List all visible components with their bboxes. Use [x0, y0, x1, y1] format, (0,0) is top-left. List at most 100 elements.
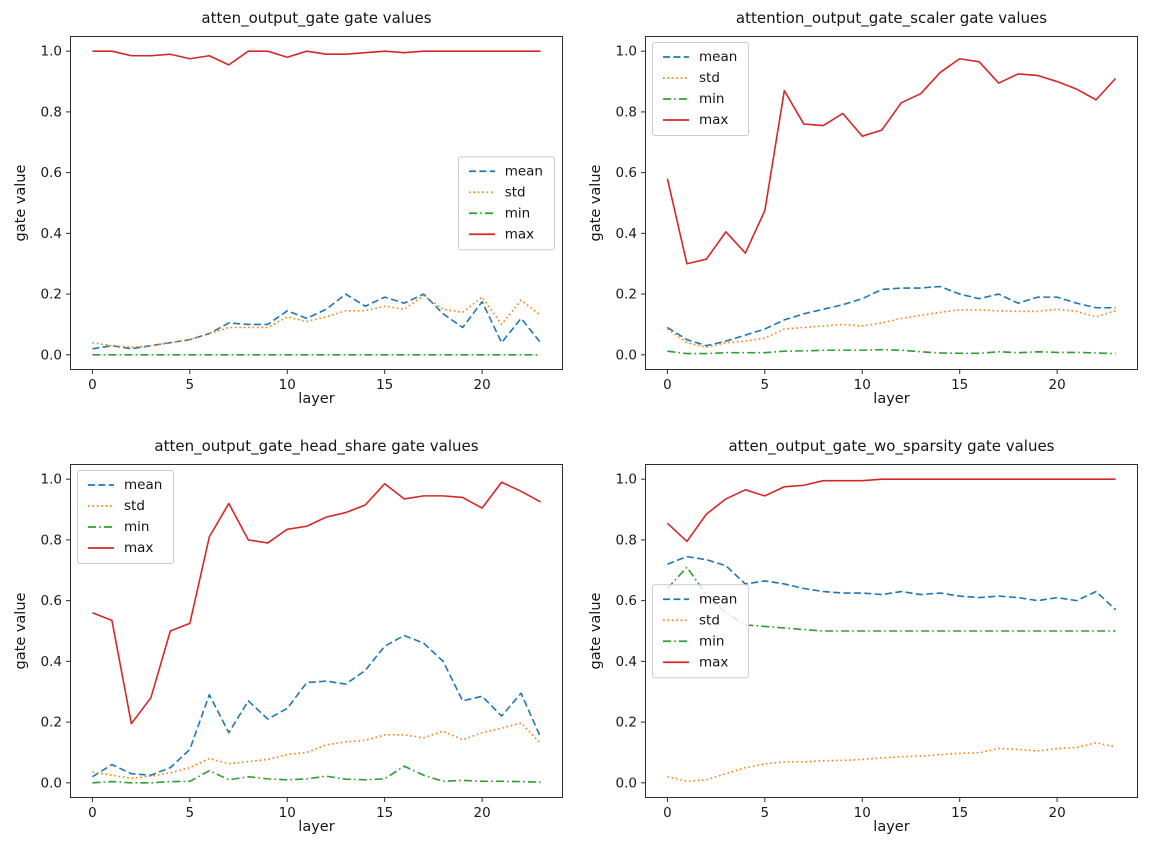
legend-label: mean — [124, 477, 163, 493]
legend-item-min: min — [662, 633, 737, 650]
legend-label: min — [504, 205, 531, 221]
std-line-sample — [88, 505, 114, 508]
min-line-sample — [663, 640, 689, 643]
series-min-line — [92, 765, 541, 784]
axes-frame — [70, 36, 563, 370]
chart-title: atten_output_gate_head_share gate values — [154, 437, 479, 455]
min-line-sample — [663, 98, 689, 101]
std-line-sample — [663, 619, 689, 622]
y-tick-label: 0.8 — [616, 104, 637, 120]
x-tick-label: 5 — [186, 805, 195, 821]
x-tick-label: 20 — [1049, 805, 1066, 821]
y-tick-label: 1.0 — [41, 44, 62, 60]
plot-area: 0 5 10 15 20 0.0 0.2 0.4 0.6 0.8 1.0 — [41, 36, 563, 393]
legend-label: min — [699, 90, 725, 107]
plot-area: 0 5 10 15 20 0.0 0.2 0.4 0.6 0.8 1.0 — [616, 464, 1138, 821]
chart-title: atten_output_gate gate values — [201, 9, 432, 27]
x-tick-label: 0 — [88, 377, 97, 393]
series-max-line — [666, 478, 1116, 543]
series-mean-line — [667, 555, 1117, 611]
mean-line-sample — [663, 56, 689, 59]
subplot-atten-output-gate-head-share: 0 5 10 15 20 0.0 0.2 0.4 0.6 0.8 1.0 atten_output_… — [0, 428, 575, 856]
legend-item-min: min — [87, 519, 162, 536]
legend-label: mean — [699, 591, 738, 608]
legend-label: min — [124, 518, 150, 535]
legend-item-min: min — [662, 91, 737, 108]
x-tick-label: 0 — [663, 805, 672, 821]
legend-label: mean — [699, 49, 738, 65]
y-tick-label: 0.8 — [616, 532, 637, 548]
legend-item-max: max — [662, 654, 737, 671]
axes-frame — [645, 464, 1138, 798]
legend-label: max — [699, 653, 729, 670]
y-tick-label: 0.8 — [41, 532, 62, 548]
subplot-attention-output-gate-scaler: 0 5 10 15 20 0.0 0.2 0.4 0.6 0.8 1.0 attention_out… — [575, 0, 1150, 428]
chart-title: attention_output_gate_scaler gate values — [735, 9, 1048, 27]
series-std-line — [92, 294, 542, 349]
x-tick-label: 10 — [854, 377, 871, 393]
axes-frame — [70, 464, 563, 798]
x-tick-label: 5 — [186, 377, 195, 393]
x-axis-label: layer — [298, 391, 335, 407]
legend-item-std: std — [87, 498, 162, 515]
x-tick-label: 15 — [951, 377, 968, 393]
mean-line-sample — [663, 598, 689, 601]
legend-item-max: max — [662, 112, 737, 129]
legend: mean std min max — [77, 470, 175, 564]
y-tick-label: 0.4 — [41, 654, 62, 670]
y-axis-label: gate value — [588, 164, 604, 242]
legend-item-mean: mean — [87, 477, 162, 494]
legend-label: std — [124, 497, 145, 514]
x-tick-label: 15 — [376, 377, 393, 393]
legend: mean std min max — [652, 42, 750, 136]
legend-label: max — [124, 539, 154, 556]
series-std-line — [667, 741, 1116, 783]
legend-label: std — [504, 184, 526, 201]
y-tick-label: 0.2 — [616, 287, 637, 303]
min-line-sample — [88, 526, 114, 529]
y-tick-label: 0.4 — [616, 654, 637, 670]
series-max-line — [92, 481, 541, 725]
x-tick-label: 5 — [761, 377, 770, 393]
mean-line-sample — [88, 484, 114, 487]
min-line-sample — [468, 212, 495, 215]
y-axis-label: gate value — [13, 164, 29, 242]
y-tick-label: 0.8 — [41, 104, 62, 120]
x-tick-label: 0 — [663, 377, 672, 393]
series-max-line — [666, 57, 1117, 265]
subplot-atten-output-gate: 0 5 10 15 20 0.0 0.2 0.4 0.6 0.8 1.0 atten_output_… — [0, 0, 575, 428]
legend-item-std: std — [662, 70, 737, 87]
x-tick-label: 15 — [376, 805, 393, 821]
plot-area: 0 5 10 15 20 0.0 0.2 0.4 0.6 0.8 1.0 — [41, 464, 563, 821]
y-tick-label: 0.6 — [616, 593, 637, 609]
x-tick-label: 10 — [279, 377, 296, 393]
std-line-sample — [468, 191, 495, 194]
legend-item-min: min — [468, 205, 543, 222]
legend-item-std: std — [468, 184, 543, 201]
x-tick-label: 20 — [474, 805, 491, 821]
series-std-line — [92, 722, 542, 780]
y-tick-label: 0.0 — [616, 347, 637, 363]
y-tick-label: 0.2 — [41, 287, 62, 303]
legend: mean std min max — [457, 156, 555, 250]
chart-title: atten_output_gate_wo_sparsity gate value… — [728, 437, 1055, 455]
plot-area: 0 5 10 15 20 0.0 0.2 0.4 0.6 0.8 1.0 — [616, 36, 1138, 393]
y-axis-label: gate value — [588, 592, 604, 670]
series-std-line — [666, 308, 1116, 349]
x-tick-label: 5 — [761, 805, 770, 821]
legend-item-mean: mean — [662, 49, 737, 66]
series-mean-line — [91, 634, 542, 778]
x-tick-label: 10 — [854, 805, 871, 821]
series-min-line — [667, 348, 1116, 355]
y-tick-label: 0.4 — [41, 226, 62, 242]
legend-label: max — [699, 111, 729, 128]
y-axis-label: gate value — [13, 592, 29, 670]
legend-label: mean — [504, 163, 543, 180]
max-line-sample — [663, 119, 689, 121]
y-tick-label: 1.0 — [41, 472, 62, 488]
legend-label: std — [699, 612, 720, 629]
x-tick-label: 15 — [951, 805, 968, 821]
y-tick-label: 0.6 — [41, 165, 62, 181]
x-axis-label: layer — [873, 391, 910, 407]
